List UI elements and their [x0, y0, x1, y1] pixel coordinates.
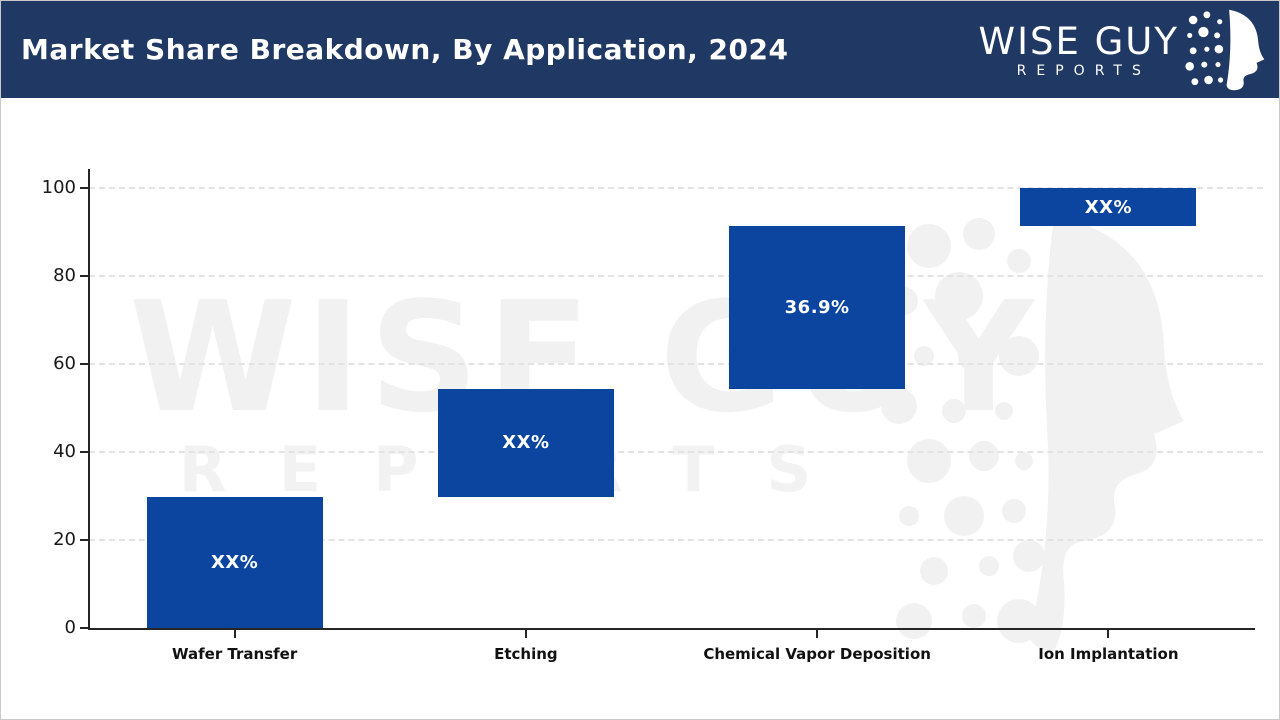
logo-text: WISE GUY REPORTS — [978, 19, 1179, 79]
bar-value-label: XX% — [210, 551, 259, 573]
y-axis-tick-label: 60 — [53, 353, 76, 374]
y-axis-tick — [80, 275, 89, 277]
gridline-80 — [89, 275, 1263, 277]
bar-value-label: XX% — [1084, 196, 1133, 218]
gridline-20 — [89, 539, 1263, 541]
logo-wordmark: WISE GUY — [978, 19, 1179, 63]
y-axis-tick-label: 80 — [53, 265, 76, 286]
y-axis-tick-label: 0 — [64, 617, 76, 638]
y-axis-tick — [80, 451, 89, 453]
category-label: Wafer Transfer — [171, 645, 298, 663]
y-axis-tick — [80, 539, 89, 541]
category-label: Chemical Vapor Deposition — [703, 645, 931, 663]
category-label: Ion Implantation — [1038, 645, 1179, 663]
category-label: Etching — [494, 645, 558, 663]
bar-2: XX% — [437, 388, 614, 497]
bar-value-label: XX% — [502, 432, 550, 454]
bar-value-label: 36.9% — [784, 296, 850, 318]
y-axis-tick-label: 20 — [53, 529, 76, 550]
header-bar: Market Share Breakdown, By Application, … — [1, 1, 1279, 98]
chart-title: Market Share Breakdown, By Application, … — [21, 33, 789, 66]
bar-1: XX% — [146, 496, 323, 628]
gridline-40 — [89, 451, 1263, 453]
x-axis-tick — [524, 630, 527, 638]
gridline-100 — [89, 187, 1263, 189]
y-axis-tick — [80, 187, 89, 189]
y-axis-tick — [80, 363, 89, 365]
y-axis-tick — [80, 627, 89, 629]
x-axis-tick — [816, 630, 819, 638]
wise-guy-reports-logo: WISE GUY REPORTS — [979, 7, 1267, 93]
x-axis-tick — [233, 630, 236, 638]
y-axis-line — [88, 169, 90, 630]
gridline-60 — [89, 363, 1263, 365]
logo-dotted-head-icon — [1185, 9, 1265, 91]
x-axis-line — [88, 628, 1255, 630]
x-axis-tick — [1107, 630, 1110, 638]
logo-subtitle: REPORTS — [1016, 62, 1151, 79]
y-axis-tick-label: 100 — [41, 177, 76, 198]
bar-3: 36.9% — [729, 226, 906, 389]
bar-4: XX% — [1020, 188, 1197, 227]
y-axis-tick-label: 40 — [53, 441, 76, 462]
